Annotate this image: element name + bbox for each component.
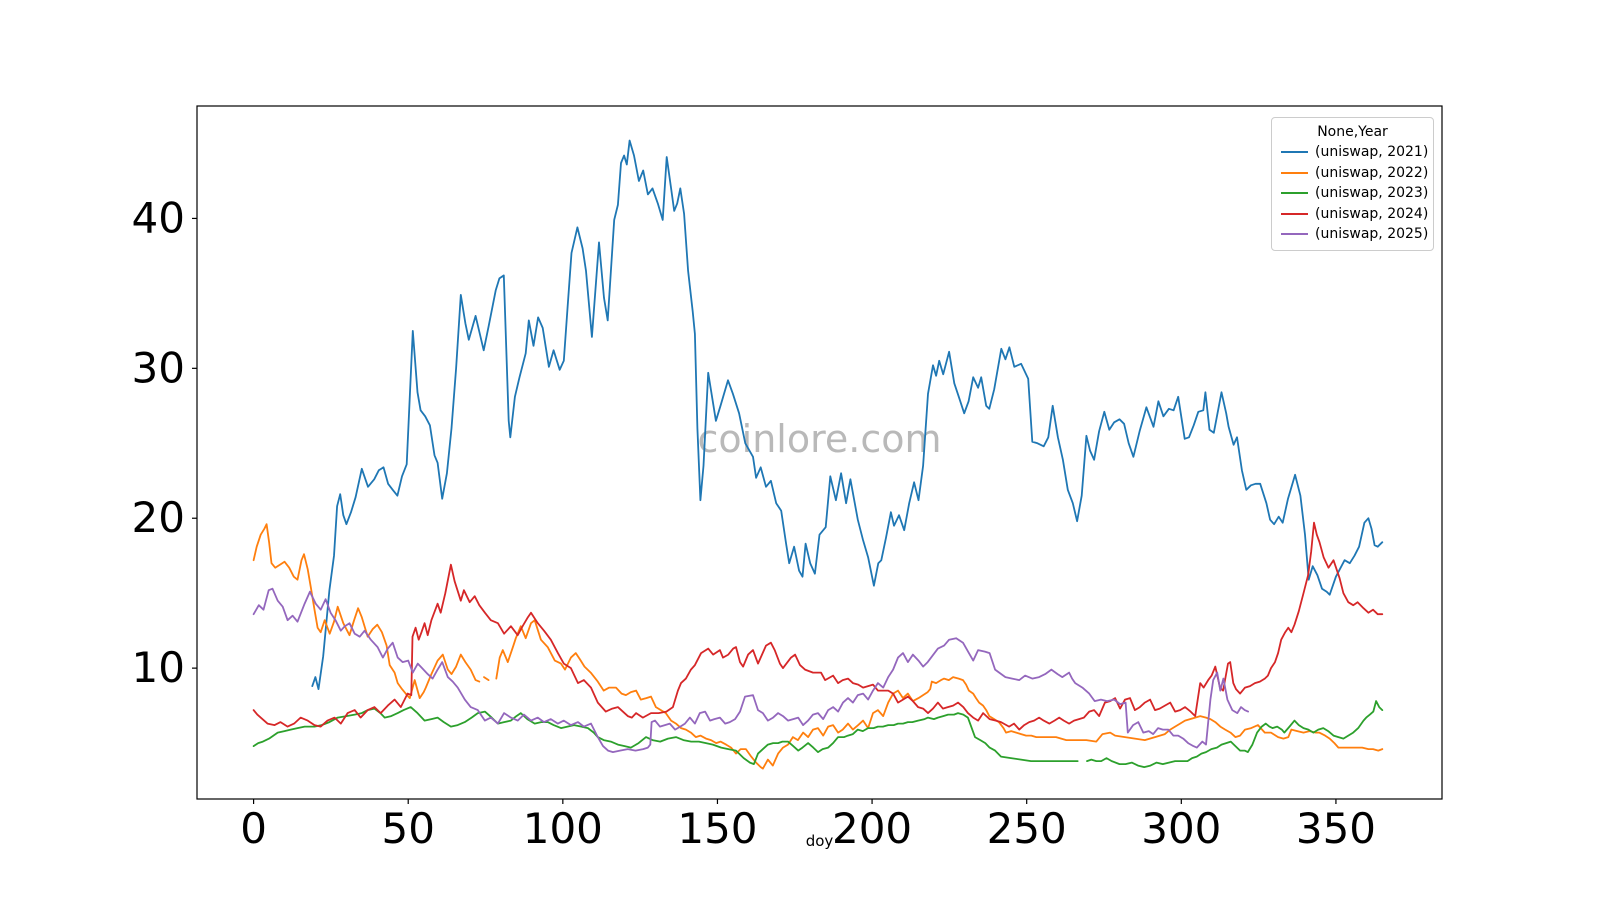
x-tick-label: 350 [1296,804,1376,853]
legend-item-label: (uniswap, 2024) [1315,205,1429,222]
x-tick-label: 300 [1141,804,1221,853]
legend-item: (uniswap, 2025) [1278,224,1429,245]
legend-item: (uniswap, 2023) [1278,183,1429,204]
legend-items: (uniswap, 2021) (uniswap, 2022) (uniswap, … [1278,142,1429,245]
legend-line-swatch [1281,233,1308,236]
series-line-uniswap-2022 [483,676,490,681]
legend-line-swatch [1281,212,1308,215]
x-axis-label: doy [806,832,834,850]
legend: None,Year (uniswap, 2021) (uniswap, 2022)… [1271,117,1434,251]
series-line-uniswap-2025 [252,587,1249,753]
x-tick-label: 50 [381,804,434,853]
legend-item-label: (uniswap, 2022) [1315,164,1429,181]
legend-line-swatch [1281,192,1308,195]
series-line-uniswap-2023 [1086,700,1384,768]
legend-item-label: (uniswap, 2021) [1315,144,1429,161]
y-tick-label: 30 [132,343,185,392]
x-tick-label: 200 [832,804,912,853]
y-tick-label: 40 [132,193,185,242]
legend-title: None,Year [1317,124,1388,140]
legend-item: (uniswap, 2022) [1278,163,1429,184]
series-line-uniswap-2022 [252,523,481,699]
legend-item: (uniswap, 2024) [1278,204,1429,225]
legend-line-swatch [1281,171,1308,174]
x-tick-label: 100 [523,804,603,853]
series-line-uniswap-2023 [252,706,1079,765]
legend-line-swatch [1281,151,1308,154]
x-tick-label: 250 [987,804,1067,853]
axes-spines [196,105,1443,800]
y-tick-label: 20 [132,493,185,542]
x-tick-label: 150 [677,804,757,853]
legend-item: (uniswap, 2021) [1278,142,1429,163]
series-line-uniswap-2024 [252,521,1384,731]
x-tick-label: 0 [240,804,267,853]
series-line-uniswap-2021 [311,139,1384,690]
legend-item-label: (uniswap, 2023) [1315,185,1429,202]
y-tick-label: 10 [132,643,185,692]
watermark: coinlore.com [698,417,942,461]
legend-item-label: (uniswap, 2025) [1315,226,1429,243]
